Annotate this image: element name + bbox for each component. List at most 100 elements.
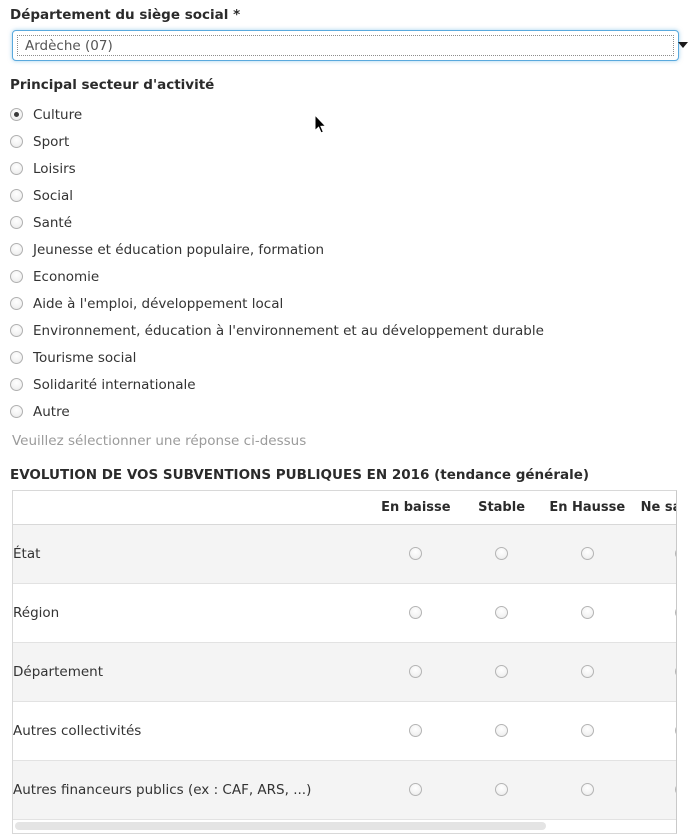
matrix-row-label: Autres collectivités: [13, 701, 373, 761]
radio-button-icon[interactable]: [495, 723, 509, 737]
radio-button-icon[interactable]: [580, 546, 594, 560]
radio-button-icon[interactable]: [409, 605, 423, 619]
radio-button-icon[interactable]: [580, 782, 594, 796]
matrix-column-header: Ne sait pas: [630, 491, 676, 525]
matrix-option-cell[interactable]: [458, 642, 545, 702]
radio-button-icon[interactable]: [10, 297, 23, 310]
sector-option-label: Aide à l'emploi, développement local: [33, 295, 284, 312]
sector-option-label: Environnement, éducation à l'environneme…: [33, 322, 544, 339]
sector-option[interactable]: Solidarité internationale: [0, 371, 689, 398]
radio-button-icon[interactable]: [10, 324, 23, 337]
question-subventions-block: EVOLUTION DE VOS SUBVENTIONS PUBLIQUES E…: [0, 449, 689, 834]
matrix-option-cell[interactable]: [630, 524, 676, 584]
radio-button-icon[interactable]: [10, 351, 23, 364]
radio-button-icon[interactable]: [10, 108, 23, 121]
radio-button-icon[interactable]: [580, 664, 594, 678]
radio-button-icon[interactable]: [10, 378, 23, 391]
matrix-option-cell[interactable]: [544, 760, 631, 820]
matrix-body: État Région Département Autres collectivité…: [13, 524, 676, 820]
sector-option[interactable]: Tourisme social: [0, 344, 689, 371]
matrix-row-label: Région: [13, 583, 373, 643]
sector-question-label: Principal secteur d'activité: [10, 77, 215, 93]
radio-button-icon[interactable]: [10, 405, 23, 418]
radio-button-icon[interactable]: [10, 135, 23, 148]
sector-option-label: Economie: [33, 268, 100, 285]
department-select[interactable]: Ardèche (07): [12, 30, 679, 61]
sector-option[interactable]: Culture: [0, 101, 689, 128]
radio-button-icon[interactable]: [409, 782, 423, 796]
question-department-block: Département du siège social * Ardèche (0…: [0, 0, 689, 61]
radio-button-icon[interactable]: [10, 243, 23, 256]
sector-option-label: Autre: [33, 403, 70, 420]
table-row: Région: [13, 583, 676, 643]
sector-option-label: Solidarité internationale: [33, 376, 196, 393]
sector-option-label: Loisirs: [33, 160, 76, 177]
radio-button-icon[interactable]: [495, 664, 509, 678]
sector-option[interactable]: Loisirs: [0, 155, 689, 182]
matrix-option-cell[interactable]: [373, 583, 459, 643]
matrix-row-label: État: [13, 524, 373, 584]
table-row: État: [13, 524, 676, 584]
matrix-option-cell[interactable]: [458, 583, 545, 643]
radio-button-icon[interactable]: [580, 723, 594, 737]
radio-button-icon[interactable]: [675, 723, 676, 737]
sector-option[interactable]: Economie: [0, 263, 689, 290]
matrix-option-cell[interactable]: [630, 642, 676, 702]
sector-option-label: Social: [33, 187, 74, 204]
matrix-option-cell[interactable]: [458, 701, 545, 761]
radio-button-icon[interactable]: [675, 546, 676, 560]
table-row: Autres financeurs publics (ex : CAF, ARS…: [13, 760, 676, 820]
matrix-option-cell[interactable]: [373, 642, 459, 702]
matrix-option-cell[interactable]: [544, 642, 631, 702]
matrix-option-cell[interactable]: [630, 760, 676, 820]
sector-option[interactable]: Autre: [0, 398, 689, 425]
matrix-option-cell[interactable]: [630, 701, 676, 761]
matrix-row-label: Département: [13, 642, 373, 702]
sector-option[interactable]: Jeunesse et éducation populaire, formati…: [0, 236, 689, 263]
radio-button-icon[interactable]: [675, 605, 676, 619]
horizontal-scrollbar[interactable]: [13, 820, 676, 833]
matrix-option-cell[interactable]: [458, 760, 545, 820]
radio-button-icon[interactable]: [10, 189, 23, 202]
matrix-option-cell[interactable]: [544, 524, 631, 584]
sector-option-label: Sport: [33, 133, 70, 150]
matrix-column-header: Stable: [458, 491, 545, 525]
matrix-option-cell[interactable]: [373, 760, 459, 820]
matrix-option-cell[interactable]: [373, 524, 459, 584]
sector-option[interactable]: Sport: [0, 128, 689, 155]
radio-button-icon[interactable]: [10, 270, 23, 283]
matrix-option-cell[interactable]: [544, 701, 631, 761]
matrix-option-cell[interactable]: [544, 583, 631, 643]
sector-option-label: Culture: [33, 106, 83, 123]
sector-option[interactable]: Santé: [0, 209, 689, 236]
sector-option[interactable]: Environnement, éducation à l'environneme…: [0, 317, 689, 344]
matrix-option-cell[interactable]: [373, 701, 459, 761]
radio-button-icon[interactable]: [580, 605, 594, 619]
radio-button-icon[interactable]: [675, 782, 676, 796]
radio-button-icon[interactable]: [675, 664, 676, 678]
radio-button-icon[interactable]: [495, 782, 509, 796]
matrix-row-label: Autres financeurs publics (ex : CAF, ARS…: [13, 760, 373, 820]
radio-button-icon[interactable]: [10, 162, 23, 175]
subventions-question-label: EVOLUTION DE VOS SUBVENTIONS PUBLIQUES E…: [10, 467, 590, 483]
radio-button-icon[interactable]: [409, 546, 423, 560]
department-question-label: Département du siège social *: [10, 7, 241, 23]
sector-option[interactable]: Aide à l'emploi, développement local: [0, 290, 689, 317]
sector-option[interactable]: Social: [0, 182, 689, 209]
question-sector-block: Principal secteur d'activité Culture Spor…: [0, 61, 689, 449]
matrix-corner-cell: [13, 491, 373, 525]
radio-button-icon[interactable]: [409, 664, 423, 678]
radio-button-icon[interactable]: [495, 546, 509, 560]
scrollbar-thumb[interactable]: [15, 822, 546, 830]
radio-button-icon[interactable]: [409, 723, 423, 737]
radio-button-icon[interactable]: [495, 605, 509, 619]
chevron-down-icon[interactable]: [678, 42, 688, 48]
radio-button-icon[interactable]: [10, 216, 23, 229]
department-select-value[interactable]: Ardèche (07): [17, 35, 674, 56]
matrix-option-cell[interactable]: [630, 583, 676, 643]
matrix-option-cell[interactable]: [458, 524, 545, 584]
